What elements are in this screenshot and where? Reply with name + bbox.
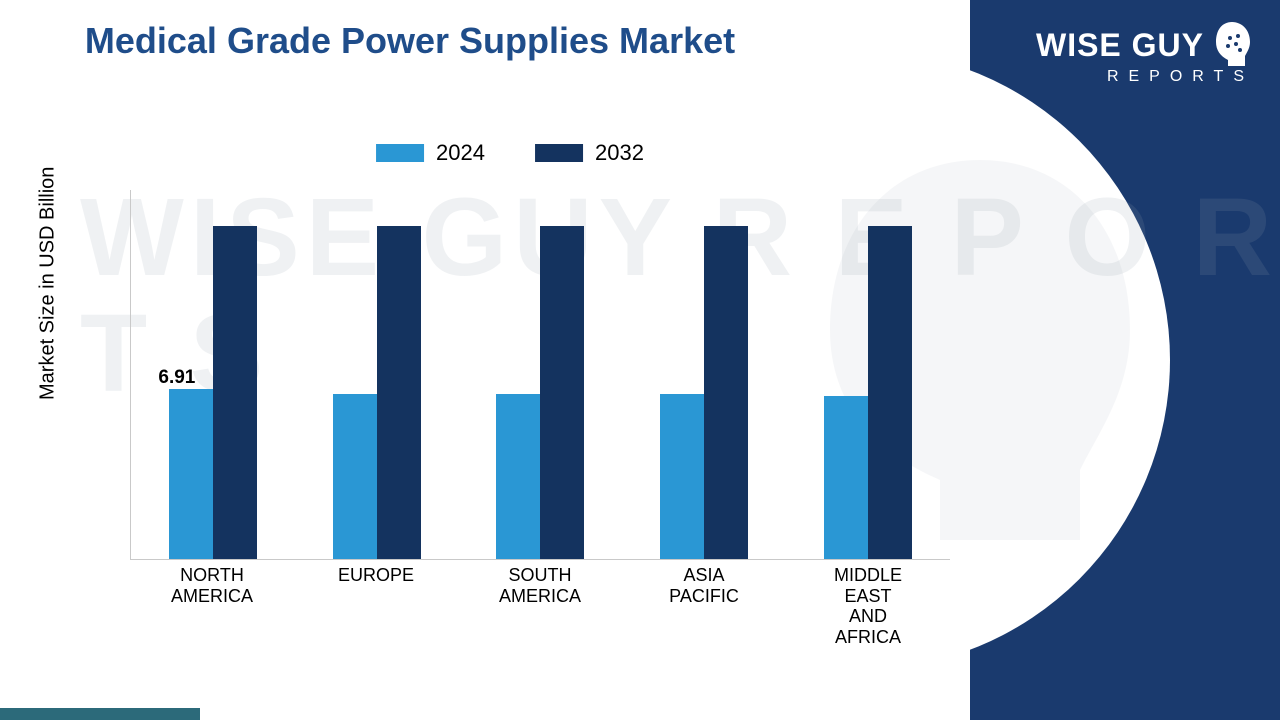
x-axis-label: NORTH AMERICA: [130, 565, 294, 648]
legend-swatch-2024: [376, 144, 424, 162]
bar-pair: 6.91: [169, 190, 257, 559]
bar-value-label: 6.91: [147, 367, 207, 389]
legend-swatch-2032: [535, 144, 583, 162]
bar-2032: [704, 226, 748, 559]
bar-group: [786, 190, 950, 559]
x-axis-labels: NORTH AMERICAEUROPESOUTH AMERICAASIA PAC…: [130, 565, 950, 648]
bar-pair: [660, 190, 748, 559]
y-axis-label: Market Size in USD Billion: [37, 167, 60, 400]
legend-label-2024: 2024: [436, 140, 485, 166]
bar-2032: [213, 226, 257, 559]
bar-2032: [868, 226, 912, 559]
x-axis-label: SOUTH AMERICA: [458, 565, 622, 648]
legend-item-2024: 2024: [376, 140, 485, 166]
bar-group: [295, 190, 459, 559]
legend: 2024 2032: [376, 140, 644, 166]
brand-head-icon: [1210, 20, 1254, 70]
bar-group: [622, 190, 786, 559]
bar-pair: [333, 190, 421, 559]
x-axis-label: ASIA PACIFIC: [622, 565, 786, 648]
bar-2024: [496, 394, 540, 559]
bar-pair: [824, 190, 912, 559]
bar-2032: [377, 226, 421, 559]
x-axis-label: EUROPE: [294, 565, 458, 648]
brand-line2: REPORTS: [1036, 68, 1254, 86]
chart-title: Medical Grade Power Supplies Market: [60, 20, 760, 62]
bottom-accent-bar: [0, 708, 200, 720]
bar-2032: [540, 226, 584, 559]
brand-line1: WISE GUY: [1036, 27, 1204, 64]
chart-area: Market Size in USD Billion 2024 2032 6.9…: [60, 140, 960, 640]
x-axis-label: MIDDLE EAST AND AFRICA: [786, 565, 950, 648]
bar-2024: [824, 396, 868, 559]
bar-2024: [333, 394, 377, 559]
legend-item-2032: 2032: [535, 140, 644, 166]
bar-2024: [660, 394, 704, 559]
brand-logo: WISE GUY REPORTS: [1036, 20, 1254, 86]
bar-group: [459, 190, 623, 559]
bar-pair: [496, 190, 584, 559]
bar-groups: 6.91: [131, 190, 950, 559]
legend-label-2032: 2032: [595, 140, 644, 166]
bar-2024: 6.91: [169, 389, 213, 559]
bar-group: 6.91: [131, 190, 295, 559]
plot-area: 6.91: [130, 190, 950, 560]
